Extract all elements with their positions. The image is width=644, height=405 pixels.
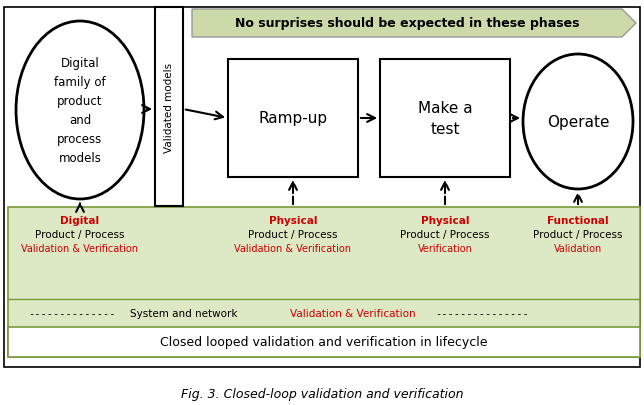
Text: Product / Process: Product / Process [35, 230, 125, 239]
Ellipse shape [16, 22, 144, 200]
Text: System and network: System and network [130, 308, 241, 318]
Text: Validated models: Validated models [164, 62, 174, 152]
Ellipse shape [523, 55, 633, 190]
Text: Product / Process: Product / Process [533, 230, 623, 239]
Text: Operate: Operate [547, 115, 609, 130]
Text: Physical: Physical [269, 215, 317, 226]
Text: Validation: Validation [554, 243, 602, 254]
Text: Product / Process: Product / Process [248, 230, 337, 239]
Text: --------------: -------------- [28, 308, 115, 318]
Text: Validation & Verification: Validation & Verification [290, 308, 415, 318]
Text: Make a
test: Make a test [418, 101, 472, 136]
Bar [228, 60, 358, 177]
Text: Fig. 3. Closed-loop validation and verification: Fig. 3. Closed-loop validation and verif… [181, 388, 463, 401]
Text: No surprises should be expected in these phases: No surprises should be expected in these… [235, 17, 579, 30]
Text: Validation & Verification: Validation & Verification [234, 243, 352, 254]
Bar [4, 8, 640, 367]
Bar [8, 327, 640, 357]
Text: Validation & Verification: Validation & Verification [21, 243, 138, 254]
Text: Closed looped validation and verification in lifecycle: Closed looped validation and verificatio… [160, 336, 488, 349]
Text: Digital
family of
product
and
process
models: Digital family of product and process mo… [54, 57, 106, 164]
Polygon shape [192, 10, 636, 38]
Bar [155, 8, 183, 207]
Text: ---------------: --------------- [435, 308, 529, 318]
Text: Functional: Functional [547, 215, 609, 226]
Text: Physical: Physical [421, 215, 469, 226]
Bar [380, 60, 510, 177]
Text: Ramp-up: Ramp-up [258, 111, 328, 126]
Text: Digital: Digital [61, 215, 100, 226]
Text: Product / Process: Product / Process [401, 230, 489, 239]
Bar [8, 207, 640, 357]
Text: Verification: Verification [417, 243, 473, 254]
